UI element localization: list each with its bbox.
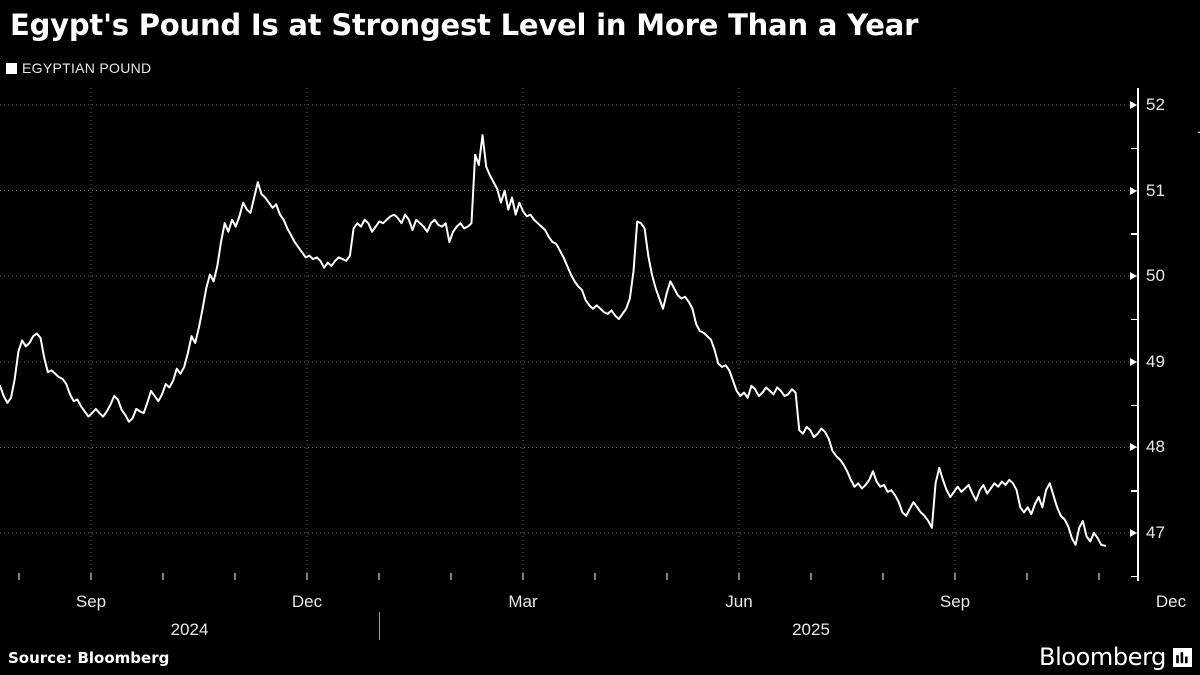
y-tick-marker xyxy=(1130,186,1137,195)
chart-legend: EGYPTIAN POUND xyxy=(6,60,151,76)
x-year-label: 2025 xyxy=(792,620,830,639)
bloomberg-brand: Bloomberg xyxy=(1039,643,1192,671)
y-minor-tick xyxy=(1131,147,1137,150)
y-minor-tick xyxy=(1131,233,1137,235)
y-axis-spine xyxy=(1137,88,1139,581)
legend-swatch-icon xyxy=(6,62,17,74)
plot-area xyxy=(0,88,1137,580)
y-tick-label: 51 xyxy=(1146,180,1165,200)
y-tick-marker xyxy=(1130,443,1137,452)
x-tick-label: Mar xyxy=(508,592,538,611)
x-tick-label: Sep xyxy=(75,592,107,611)
x-tick-label: Dec xyxy=(291,592,323,611)
x-tick-label: Sep xyxy=(939,592,971,611)
y-tick-label: 47 xyxy=(1146,522,1165,542)
bloomberg-terminal-icon xyxy=(1173,647,1192,667)
x-year-separator xyxy=(379,612,381,640)
y-tick-label: 48 xyxy=(1146,437,1165,457)
y-tick-marker xyxy=(1130,272,1137,281)
y-tick-marker xyxy=(1130,528,1137,537)
x-tick-label: Dec xyxy=(1155,592,1187,611)
y-minor-tick xyxy=(1131,319,1137,321)
page-title: Egypt's Pound Is at Strongest Level in M… xyxy=(10,8,919,42)
brand-name: Bloomberg xyxy=(1039,643,1166,671)
source-note: Source: Bloomberg xyxy=(8,649,170,667)
x-tick-label: Jun xyxy=(725,592,753,611)
y-tick-label: 50 xyxy=(1146,266,1165,286)
x-year-label: 2024 xyxy=(170,620,209,639)
y-minor-tick xyxy=(1131,404,1137,406)
legend-label: EGYPTIAN POUND xyxy=(22,60,152,76)
y-tick-marker xyxy=(1130,357,1137,366)
y-minor-tick xyxy=(1131,575,1137,578)
y-tick-marker xyxy=(1130,101,1137,110)
y-tick-label: 52 xyxy=(1146,95,1165,115)
y-minor-tick xyxy=(1131,490,1137,492)
y-tick-label: 49 xyxy=(1146,351,1165,371)
